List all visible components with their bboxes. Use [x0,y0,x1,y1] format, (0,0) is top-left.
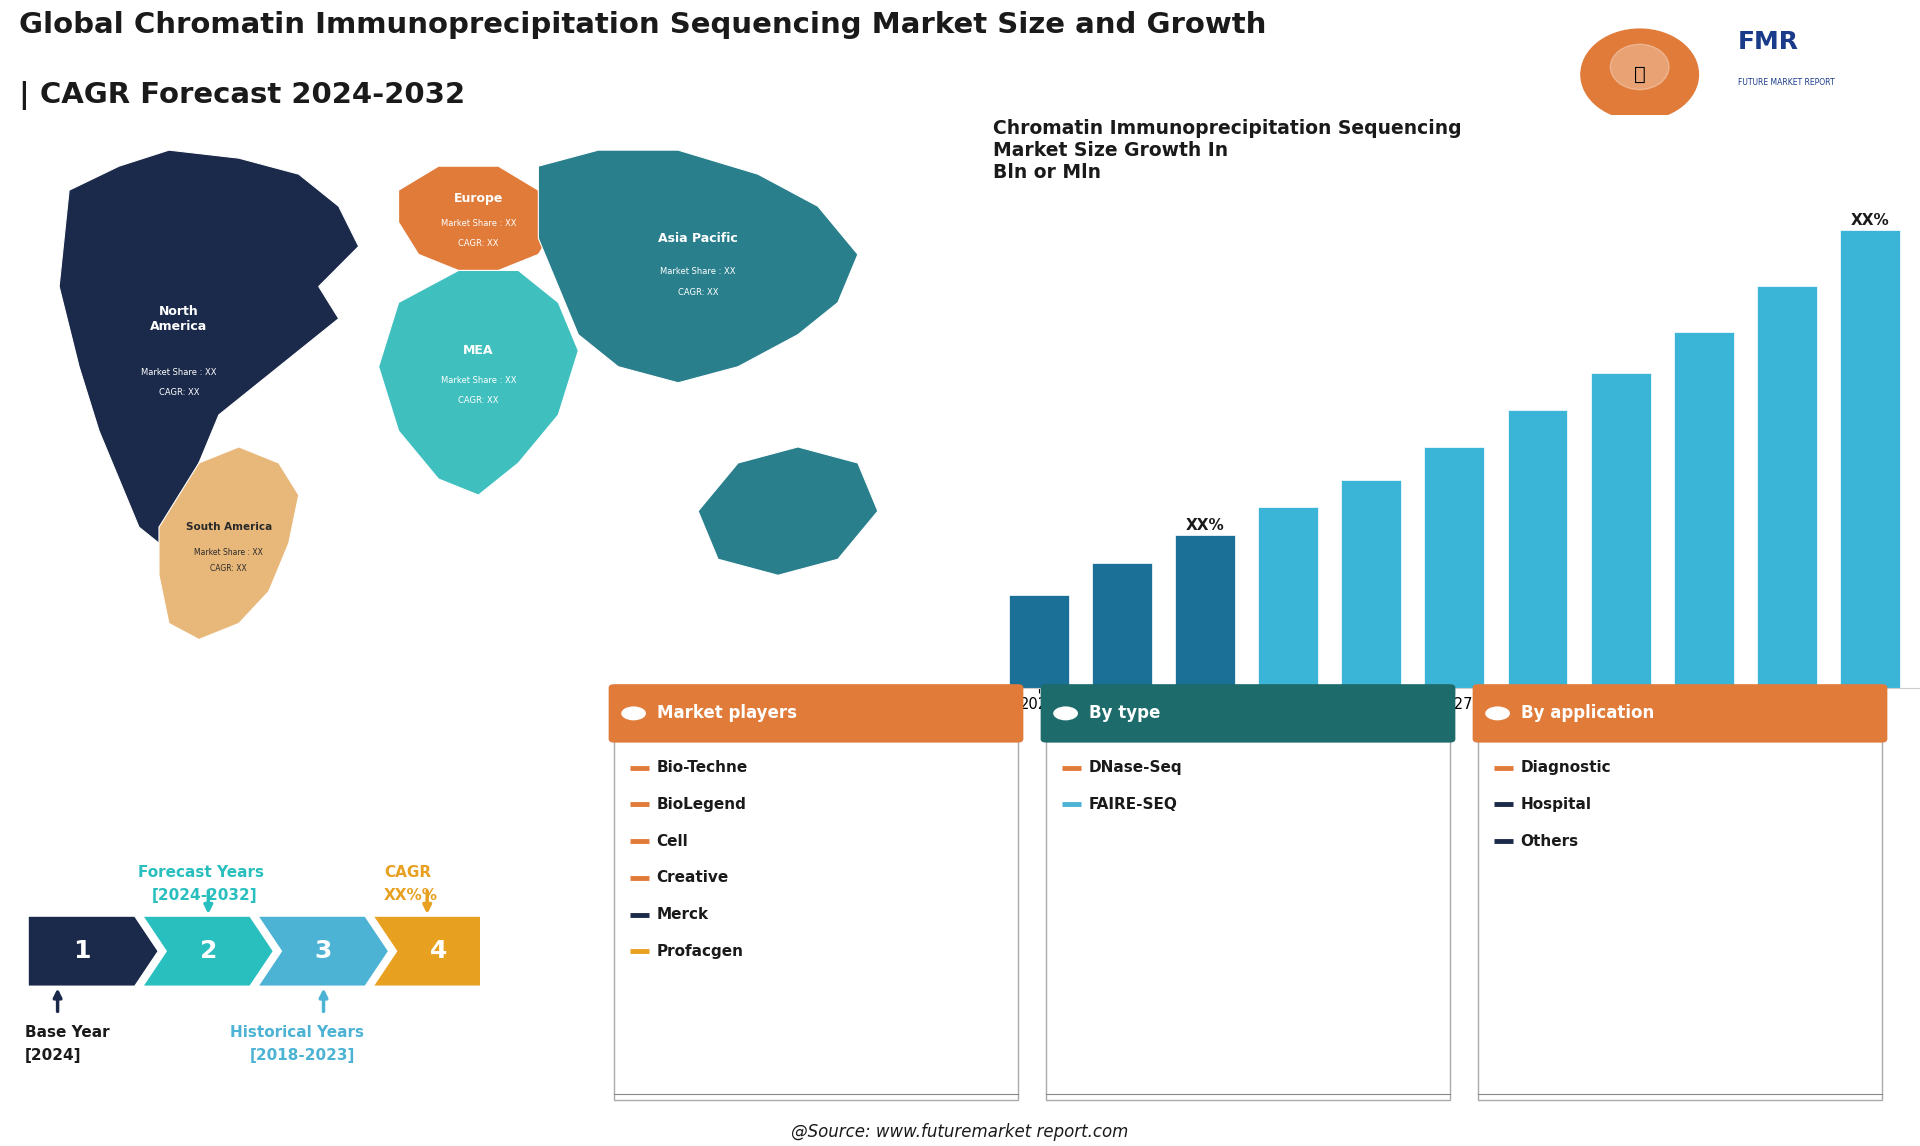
Polygon shape [374,917,480,986]
Bar [1092,563,1152,688]
Bar [1757,285,1816,688]
Text: 1: 1 [73,940,90,963]
Text: North
America: North America [150,305,207,332]
Text: 3: 3 [315,940,332,963]
Polygon shape [144,917,273,986]
Text: Forecast Years: Forecast Years [138,865,265,880]
Circle shape [620,706,647,722]
Text: CAGR: CAGR [384,865,432,880]
Text: By type: By type [1089,705,1160,722]
Text: Market Share : XX: Market Share : XX [660,267,735,276]
Text: 2: 2 [200,940,217,963]
Bar [1674,332,1734,688]
Text: By application: By application [1521,705,1653,722]
Text: MEA: MEA [463,344,493,358]
Text: | CAGR Forecast 2024-2032: | CAGR Forecast 2024-2032 [19,81,465,110]
Bar [1258,508,1317,688]
Text: South America: South America [186,523,273,532]
Text: Market Share : XX: Market Share : XX [142,368,217,377]
Circle shape [1611,45,1668,89]
FancyBboxPatch shape [1046,736,1450,1100]
Text: Market players: Market players [657,705,797,722]
Polygon shape [159,447,300,639]
Polygon shape [259,917,388,986]
Polygon shape [60,150,359,543]
Text: Market Share : XX: Market Share : XX [194,548,263,557]
FancyBboxPatch shape [1473,684,1887,743]
Polygon shape [29,917,157,986]
Polygon shape [378,270,578,495]
Text: Base Year: Base Year [25,1026,109,1041]
Text: [2024]: [2024] [25,1049,81,1063]
Text: Europe: Europe [453,191,503,205]
FancyBboxPatch shape [609,684,1023,743]
Text: Global Chromatin Immunoprecipitation Sequencing Market Size and Growth: Global Chromatin Immunoprecipitation Seq… [19,11,1267,39]
Text: Merck: Merck [657,906,708,923]
Bar [1839,230,1901,688]
Circle shape [1580,29,1699,120]
Bar [1507,410,1567,688]
Bar [1175,535,1235,688]
Text: DNase-Seq: DNase-Seq [1089,760,1183,776]
Text: CAGR: XX: CAGR: XX [159,387,200,397]
Text: Historical Years: Historical Years [230,1026,365,1041]
Text: XX%: XX% [1185,518,1225,533]
Text: Market Share : XX: Market Share : XX [442,219,516,228]
Text: CAGR: XX: CAGR: XX [459,240,499,249]
Circle shape [1052,706,1079,722]
Polygon shape [399,166,559,270]
Text: XX%%: XX%% [384,888,438,903]
Text: CAGR: XX: CAGR: XX [211,564,248,573]
Text: @Source: www.futuremarket report.com: @Source: www.futuremarket report.com [791,1123,1129,1141]
Text: Creative: Creative [657,870,730,886]
Text: Diagnostic: Diagnostic [1521,760,1611,776]
Text: Hospital: Hospital [1521,796,1592,813]
Text: Bio-Techne: Bio-Techne [657,760,749,776]
Text: Profacgen: Profacgen [657,943,743,959]
Circle shape [1484,706,1511,722]
Bar [1342,480,1402,688]
Bar [1425,447,1484,688]
Text: [2024-2032]: [2024-2032] [152,888,257,903]
Text: FUTURE MARKET REPORT: FUTURE MARKET REPORT [1738,78,1834,87]
FancyBboxPatch shape [1478,736,1882,1100]
FancyBboxPatch shape [1041,684,1455,743]
Text: BioLegend: BioLegend [657,796,747,813]
Text: 4: 4 [430,940,447,963]
Text: Asia Pacific: Asia Pacific [659,231,737,245]
Text: Cell: Cell [657,833,689,849]
Text: Chromatin Immunoprecipitation Sequencing
Market Size Growth In
Bln or Mln: Chromatin Immunoprecipitation Sequencing… [993,119,1461,182]
Text: FAIRE-SEQ: FAIRE-SEQ [1089,796,1177,813]
Text: CAGR: XX: CAGR: XX [459,395,499,405]
Text: Market Share : XX: Market Share : XX [442,376,516,385]
Text: [2018-2023]: [2018-2023] [250,1049,355,1063]
Text: 🔬: 🔬 [1634,65,1645,84]
Bar [1592,374,1651,688]
FancyBboxPatch shape [614,736,1018,1100]
Polygon shape [538,150,858,383]
Bar [1008,595,1069,688]
Text: CAGR: XX: CAGR: XX [678,288,718,297]
Text: FMR: FMR [1738,30,1799,54]
Polygon shape [699,447,877,575]
Text: XX%: XX% [1851,212,1889,228]
Text: Others: Others [1521,833,1578,849]
